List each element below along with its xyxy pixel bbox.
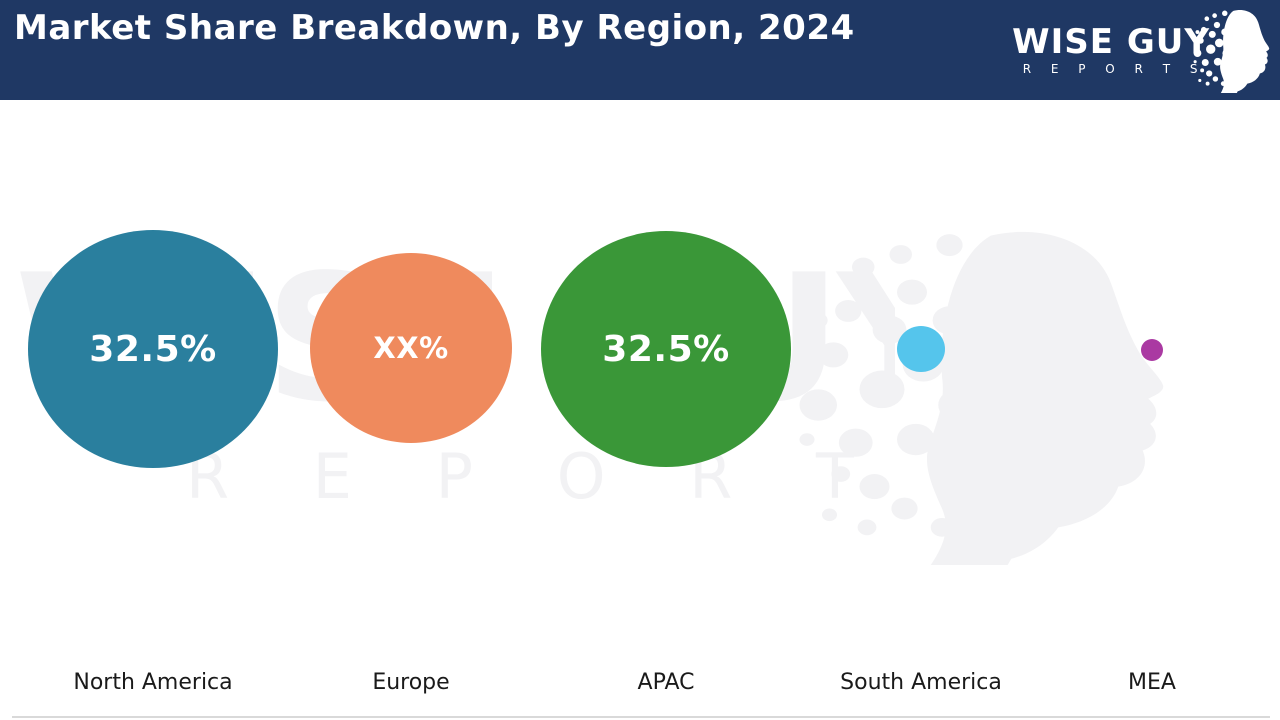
bubble-europe: XX% [310,253,512,443]
category-label-europe: Europe [372,670,450,695]
bubble-north-america: 32.5% [28,230,278,468]
category-label-north-america: North America [73,670,233,695]
bubble-mea [1141,339,1163,361]
logo-wordmark: WISE GUY [1012,22,1210,62]
bubble-value-label: 32.5% [89,328,217,370]
watermark-head-icon [799,231,1164,565]
logo-text: WISE GUY R E P O R T S [1012,24,1210,76]
header: Market Share Breakdown, By Region, 2024 … [0,0,1280,100]
bubble-apac: 32.5% [541,231,791,467]
category-label-apac: APAC [637,670,695,695]
page-title: Market Share Breakdown, By Region, 2024 [14,8,855,48]
bottom-divider [12,716,1270,718]
category-label-mea: MEA [1128,670,1176,695]
logo-subtext: R E P O R T S [1022,62,1206,76]
wiseguy-head-icon [1193,9,1270,93]
category-label-south-america: South America [840,670,1002,695]
wise-guy-logo: WISE GUY R E P O R T S [1012,4,1270,96]
bubble-value-label: XX% [373,331,449,365]
bubble-value-label: 32.5% [602,328,730,370]
bubble-south-america [897,326,945,372]
